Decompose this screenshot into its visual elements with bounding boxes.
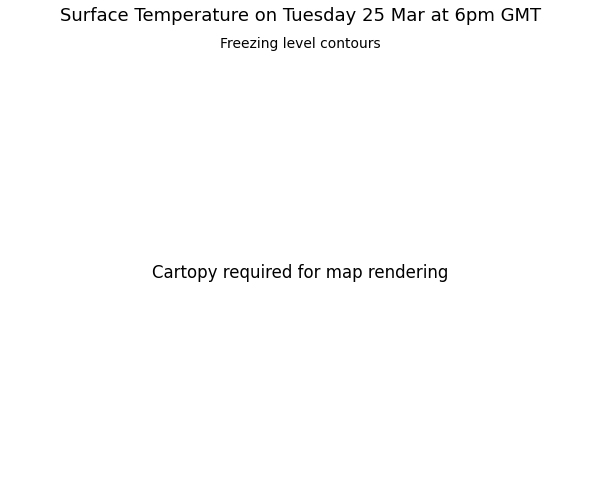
Text: Freezing level contours: Freezing level contours [220, 37, 381, 51]
Text: Surface Temperature on Tuesday 25 Mar at 6pm GMT: Surface Temperature on Tuesday 25 Mar at… [60, 7, 541, 25]
Text: Cartopy required for map rendering: Cartopy required for map rendering [152, 264, 449, 282]
